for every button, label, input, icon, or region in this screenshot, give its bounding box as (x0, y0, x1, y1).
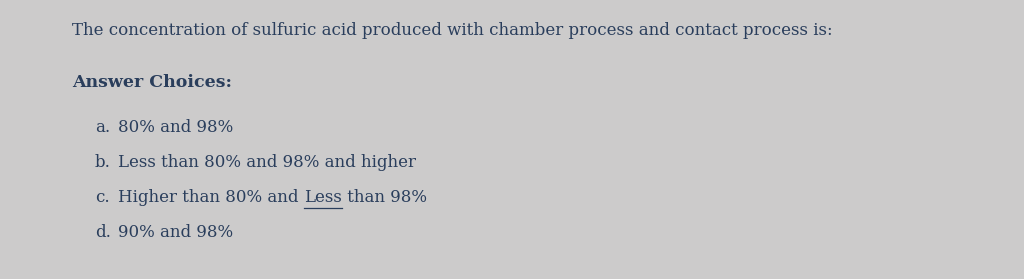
Text: b.: b. (95, 154, 111, 171)
Text: Higher than 80% and: Higher than 80% and (118, 189, 304, 206)
Text: Answer Choices:: Answer Choices: (72, 74, 232, 91)
Text: than 98%: than 98% (342, 189, 427, 206)
Text: c.: c. (95, 189, 110, 206)
Text: Less than 80% and 98% and higher: Less than 80% and 98% and higher (118, 154, 416, 171)
Text: The concentration of sulfuric acid produced with chamber process and contact pro: The concentration of sulfuric acid produ… (72, 22, 833, 39)
Text: 90% and 98%: 90% and 98% (118, 224, 233, 241)
Text: Less: Less (304, 189, 342, 206)
Text: 80% and 98%: 80% and 98% (118, 119, 233, 136)
Text: a.: a. (95, 119, 111, 136)
Text: d.: d. (95, 224, 111, 241)
